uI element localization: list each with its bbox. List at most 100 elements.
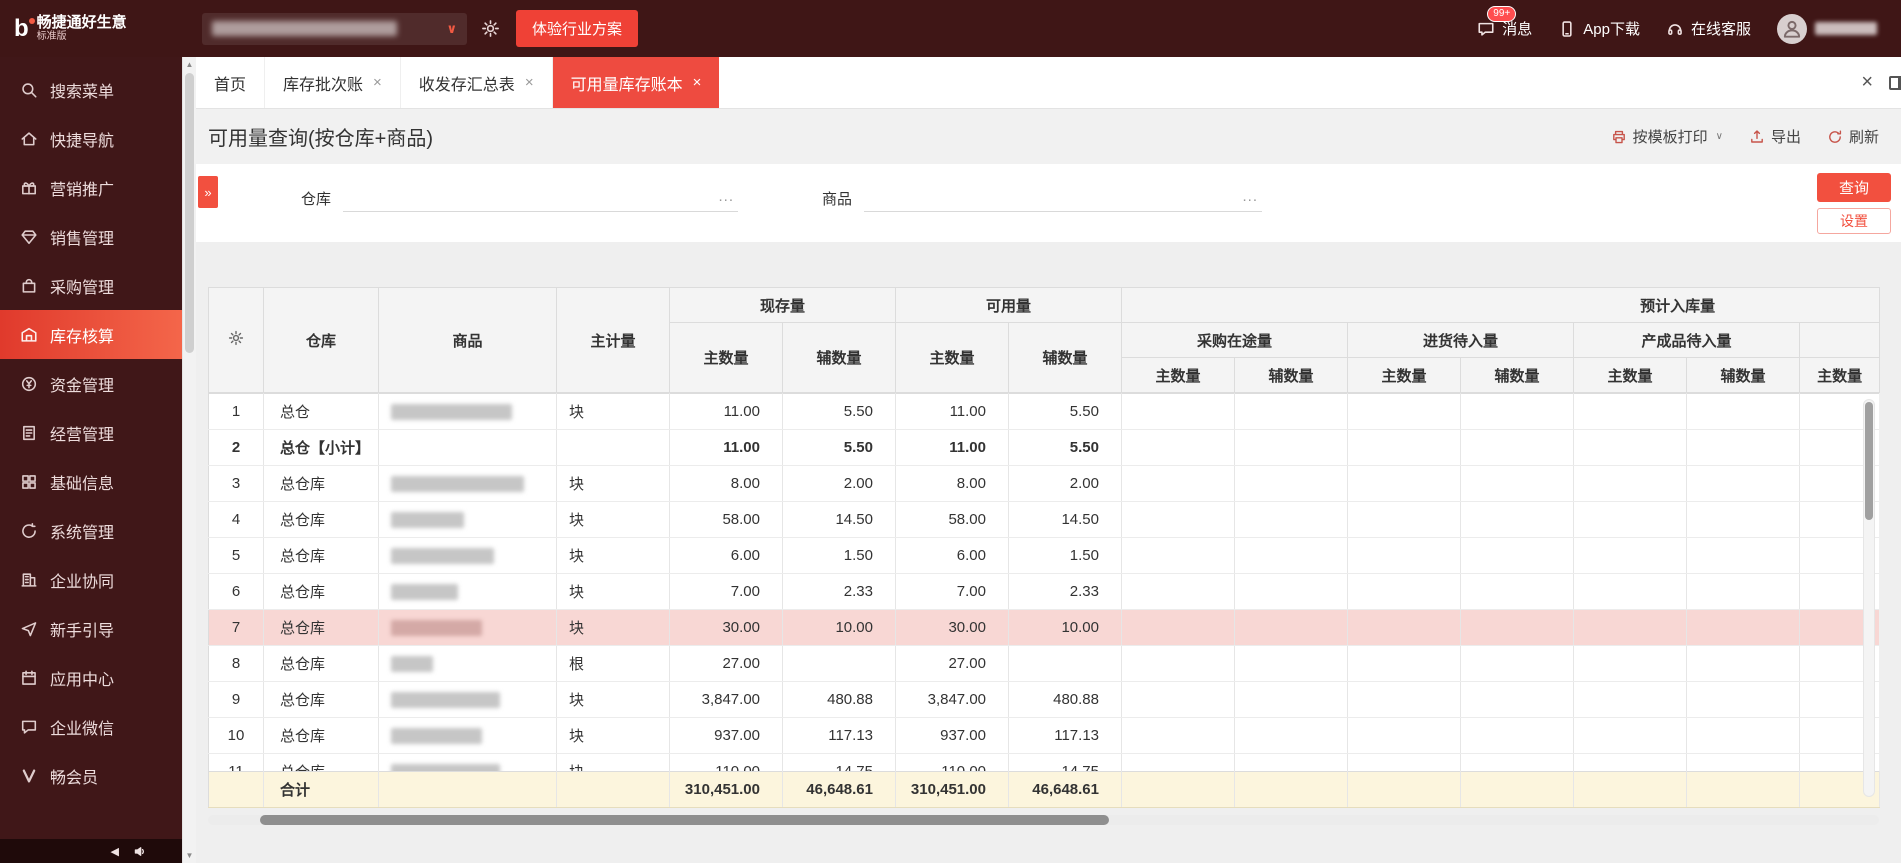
redacted-product-name (391, 548, 494, 565)
cell-row-number: 11 (208, 753, 264, 771)
panel-toggle-icon[interactable] (1889, 75, 1901, 90)
table-row[interactable]: 2 总仓【小计】 11.00 5.50 11.00 5.50 (208, 429, 1879, 466)
table-row[interactable]: 4 总仓库 块 58.00 14.50 58.00 14.50 (208, 501, 1879, 538)
col-header-unit[interactable]: 主计量 (556, 287, 670, 393)
sidebar-item-operation-management[interactable]: 经营管理 (0, 408, 182, 457)
col-header-warehouse[interactable]: 仓库 (263, 287, 379, 393)
warehouse-filter-input[interactable]: ... (343, 188, 739, 212)
org-selector-dropdown[interactable]: ∨ (202, 12, 467, 45)
column-settings-cell[interactable] (208, 287, 264, 393)
user-menu[interactable] (1777, 13, 1877, 44)
cell-available-aux-qty: 14.75 (1008, 753, 1122, 771)
table-row[interactable]: 6 总仓库 块 7.00 2.33 7.00 2.33 (208, 573, 1879, 610)
cell-available-main-qty: 3,847.00 (895, 681, 1009, 718)
sidebar-item-enterprise-wechat[interactable]: 企业微信 (0, 702, 182, 751)
speaker-icon[interactable] (133, 844, 148, 859)
redacted-product-name (391, 512, 464, 529)
col-header-finished-pending-main-qty[interactable]: 主数量 (1573, 357, 1688, 393)
col-header-purchase-transit-aux-qty[interactable]: 辅数量 (1234, 357, 1349, 393)
expand-filter-button[interactable]: » (198, 176, 218, 208)
sidebar-item-sales-management[interactable]: 销售管理 (0, 212, 182, 261)
col-header-purchase-transit-main-qty[interactable]: 主数量 (1121, 357, 1236, 393)
table-row[interactable]: 11 总仓库 块 110.00 14.75 110.00 14.75 (208, 753, 1879, 771)
cell-purchase-transit-main-qty (1121, 465, 1235, 502)
sidebar-item-chang-member[interactable]: 畅会员 (0, 751, 182, 800)
col-header-onhand-aux-qty[interactable]: 辅数量 (781, 322, 897, 393)
product-picker-ellipsis[interactable]: ... (1242, 188, 1259, 205)
vertical-scrollbar-thumb[interactable] (1865, 402, 1873, 520)
cell-onhand-main-qty: 27.00 (669, 645, 783, 682)
table-row[interactable]: 7 总仓库 块 30.00 10.00 30.00 10.00 (208, 609, 1879, 646)
col-header-available-aux-qty[interactable]: 辅数量 (1008, 322, 1123, 393)
table-row[interactable]: 3 总仓库 块 8.00 2.00 8.00 2.00 (208, 465, 1879, 502)
col-header-onhand-main-qty[interactable]: 主数量 (669, 322, 783, 393)
horizontal-scrollbar[interactable] (208, 815, 1879, 825)
sidebar-item-app-center[interactable]: 应用中心 (0, 653, 182, 702)
tab-close-icon[interactable]: × (524, 74, 534, 91)
table-row[interactable]: 5 总仓库 块 6.00 1.50 6.00 1.50 (208, 537, 1879, 574)
gear-icon[interactable] (481, 19, 500, 38)
tab-home[interactable]: 首页 (196, 57, 266, 108)
col-header-purchase-pending-main-qty[interactable]: 主数量 (1347, 357, 1462, 393)
tab-inventory-batch-ledger[interactable]: 库存批次账 × (265, 57, 401, 108)
sidebar-scrollbar[interactable]: ▲ ▼ (182, 57, 196, 863)
online-support-button[interactable]: 在线客服 (1666, 18, 1751, 39)
brand-logo-icon: b (14, 14, 35, 42)
sidebar-item-marketing[interactable]: 营销推广 (0, 163, 182, 212)
col-header-product[interactable]: 商品 (378, 287, 557, 393)
cell-purchase-pending-main-qty (1347, 537, 1461, 574)
print-by-template-button[interactable]: 按模板打印 ∨ (1611, 126, 1723, 147)
close-icon[interactable]: × (1861, 71, 1873, 93)
sidebar-scrollbar-thumb[interactable] (185, 73, 194, 353)
tab-available-stock-ledger[interactable]: 可用量库存账本 × (552, 57, 720, 108)
product-filter-input[interactable]: ... (864, 188, 1263, 212)
cell-row-number: 1 (208, 393, 264, 430)
table-row[interactable]: 10 总仓库 块 937.00 117.13 937.00 117.13 (208, 717, 1879, 754)
redacted-product-name (391, 728, 482, 745)
sidebar-item-enterprise-collab[interactable]: 企业协同 (0, 555, 182, 604)
sidebar-item-funds-management[interactable]: 资金管理 (0, 359, 182, 408)
sidebar-item-label: 经营管理 (50, 426, 115, 444)
table-footer: 合计 310,451.00 46,648.61 310,451.00 46,64… (208, 771, 1880, 808)
sidebar-item-system-management[interactable]: 系统管理 (0, 506, 182, 555)
table-row[interactable]: 8 总仓库 根 27.00 27.00 (208, 645, 1879, 682)
col-header-finished-pending-aux-qty[interactable]: 辅数量 (1686, 357, 1801, 393)
topbar: b 畅捷通好生意 标准版 ∨ 体验行业方案 99+ 消息 App下载 (0, 0, 1901, 57)
trial-plan-button[interactable]: 体验行业方案 (516, 10, 639, 47)
col-header-available-main-qty[interactable]: 主数量 (895, 322, 1010, 393)
cell-available-main-qty: 27.00 (895, 645, 1009, 682)
tabs: 首页 库存批次账 × 收发存汇总表 × 可用量库存账本 × (196, 57, 720, 108)
tab-close-icon[interactable]: × (373, 74, 382, 91)
cell-finished-pending-aux-qty (1686, 573, 1800, 610)
sidebar-item-inventory-accounting[interactable]: 库存核算 (0, 310, 182, 359)
collapse-sidebar-icon[interactable]: ◀ (110, 845, 119, 858)
query-button[interactable]: 查询 (1817, 173, 1891, 202)
group-header-available: 可用量 (895, 287, 1123, 323)
gear-icon[interactable] (228, 330, 244, 346)
col-header-partial-main-qty[interactable]: 主数量 (1799, 357, 1881, 393)
cell-product (378, 717, 557, 754)
tab-close-icon[interactable]: × (692, 74, 702, 91)
col-header-purchase-pending-aux-qty[interactable]: 辅数量 (1460, 357, 1575, 393)
scroll-down-icon[interactable]: ▼ (185, 851, 194, 860)
messages-button[interactable]: 99+ 消息 (1477, 6, 1532, 39)
table-row[interactable]: 1 总仓 块 11.00 5.50 11.00 5.50 (208, 393, 1879, 430)
cell-purchase-pending-aux-qty (1460, 609, 1574, 646)
settings-button[interactable]: 设置 (1817, 208, 1891, 234)
table-row[interactable]: 9 总仓库 块 3,847.00 480.88 3,847.00 480.88 (208, 681, 1879, 718)
warehouse-picker-ellipsis[interactable]: ... (718, 188, 735, 205)
scroll-up-icon[interactable]: ▲ (185, 60, 194, 69)
sidebar-item-beginner-guide[interactable]: 新手引导 (0, 604, 182, 653)
redacted-product-name (391, 476, 524, 493)
tab-in-out-summary[interactable]: 收发存汇总表 × (401, 57, 553, 108)
product-filter-label: 商品 (822, 191, 853, 208)
export-button[interactable]: 导出 (1749, 126, 1801, 147)
sidebar-item-search-menu[interactable]: 搜索菜单 (0, 65, 182, 114)
sidebar-item-basic-info[interactable]: 基础信息 (0, 457, 182, 506)
horizontal-scrollbar-thumb[interactable] (260, 815, 1109, 825)
sidebar-item-quick-nav[interactable]: 快捷导航 (0, 114, 182, 163)
sidebar-item-purchase-management[interactable]: 采购管理 (0, 261, 182, 310)
refresh-button[interactable]: 刷新 (1827, 126, 1879, 147)
app-download-button[interactable]: App下载 (1558, 18, 1640, 39)
vertical-scrollbar[interactable] (1863, 399, 1875, 797)
